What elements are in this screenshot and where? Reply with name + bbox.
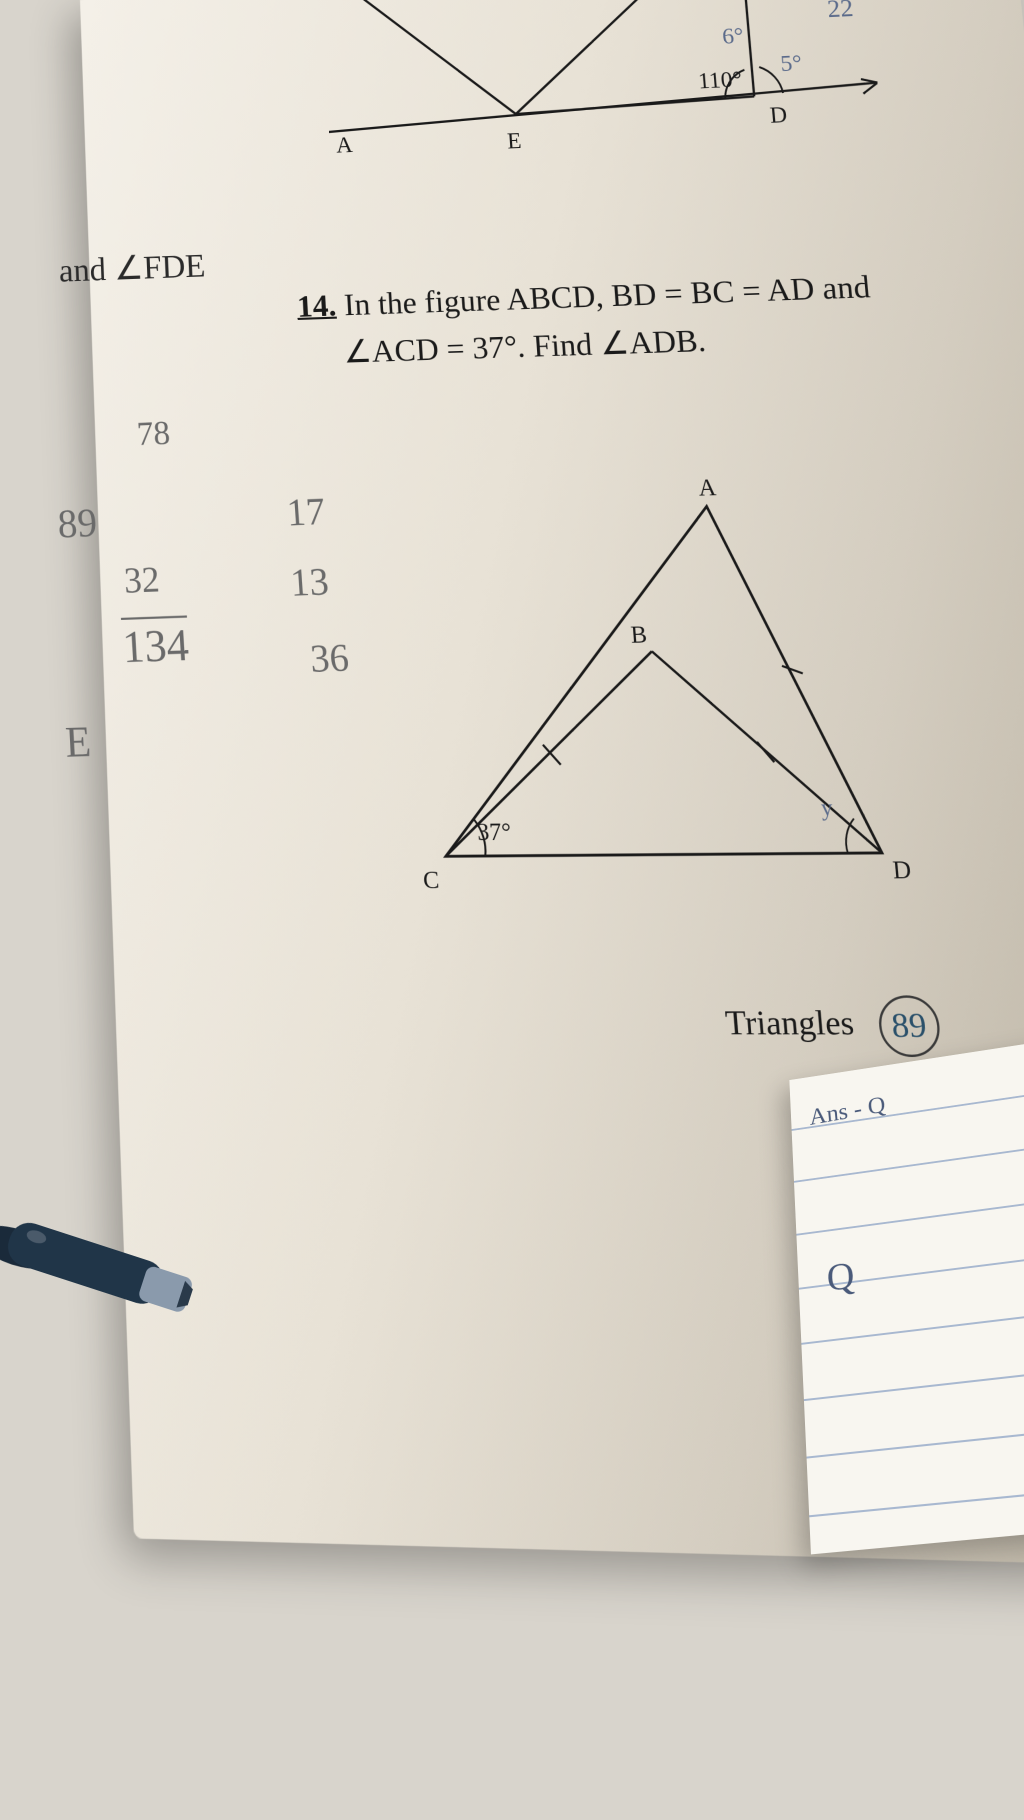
handwritten-angle-6: 6° — [721, 22, 744, 50]
figure-triangle-abcd: A B C D 37° y — [357, 435, 944, 913]
angle-37: 37° — [476, 818, 512, 846]
angle-110: 110° — [697, 67, 743, 94]
question-number: 14. — [296, 288, 337, 324]
notebook-page: Ans - Q Q — [789, 1040, 1024, 1554]
page-number: 89 — [876, 995, 942, 1057]
handwritten-22: 22 — [826, 0, 854, 24]
vertex-label-d: D — [769, 102, 788, 128]
handwritten-89: 89 — [56, 500, 98, 548]
vertex-label-a: A — [335, 132, 353, 157]
partial-text-and-fde: and ∠FDE — [58, 245, 206, 290]
handwritten-78: 78 — [136, 413, 171, 454]
notebook-writing-ans: Ans - Q — [808, 1091, 886, 1131]
handwritten-32: 32 — [123, 560, 161, 602]
handwritten-17: 17 — [285, 489, 326, 536]
question-line2: ∠ACD = 37°. Find ∠ADB. — [343, 323, 708, 370]
vertex-label-e: E — [506, 128, 522, 154]
vertex-b: B — [630, 621, 648, 648]
handwritten-13: 13 — [289, 559, 330, 606]
vertex-d: D — [891, 856, 912, 884]
vertex-c: C — [422, 866, 440, 894]
handwritten-e: E — [64, 715, 92, 767]
handwritten-134: 134 — [121, 615, 190, 674]
handwritten-y: y — [820, 796, 834, 822]
handwritten-36: 36 — [309, 634, 351, 681]
chapter-title: Triangles — [724, 1004, 856, 1043]
page-footer: Triangles 89 — [723, 993, 942, 1055]
notebook-writing-circ: Q — [826, 1253, 856, 1301]
vertex-a: A — [698, 474, 718, 501]
figure-triangle-aed: A E D 110° 6° 5° 22 — [318, 0, 886, 189]
handwritten-angle-5: 5° — [779, 50, 803, 78]
